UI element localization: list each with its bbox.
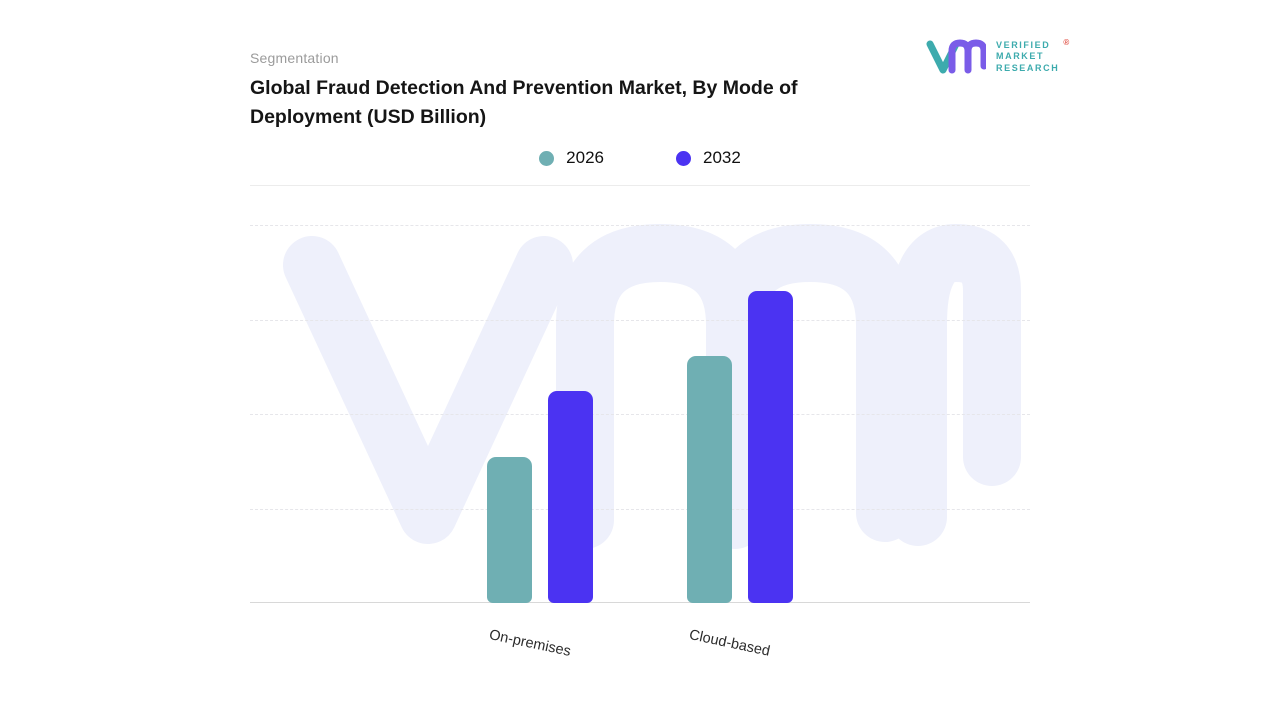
legend-dot-2032: [676, 150, 691, 166]
vmr-logo-icon: [926, 39, 986, 74]
bar-group-cloud-based: Cloud-based: [687, 291, 793, 660]
vmr-watermark-icon: [283, 224, 1021, 549]
legend-label-2026: 2026: [566, 148, 604, 167]
legend-label-2032: 2032: [703, 148, 741, 167]
header-divider: [250, 185, 1030, 186]
gridline: [250, 508, 1030, 510]
x-axis-baseline: [250, 602, 1030, 603]
legend-dot-2026: [539, 150, 555, 166]
legend-item-2032: 2032: [676, 148, 741, 168]
brand-logo: ® VERIFIED MARKET RESEARCH: [926, 36, 1069, 78]
brand-line-verified: VERIFIED: [996, 39, 1051, 50]
bars-row: On-premises Cloud-based: [250, 225, 1030, 660]
brand-line-research: RESEARCH: [996, 62, 1060, 73]
bar-on-premises-2032: [548, 391, 593, 603]
registered-mark: ®: [1063, 37, 1070, 47]
bar-cloud-based-2026: [687, 356, 732, 603]
chart-legend: 2026 2032: [250, 148, 1030, 168]
chart-title: Global Fraud Detection And Prevention Ma…: [250, 77, 798, 128]
category-label-on-premises: On-premises: [487, 627, 573, 660]
legend-item-2026: 2026: [539, 148, 604, 168]
segmentation-eyebrow: Segmentation: [250, 50, 339, 66]
brand-line-market: MARKET: [996, 51, 1045, 62]
gridline: [250, 225, 1030, 226]
brand-wordmark: ® VERIFIED MARKET RESEARCH: [996, 37, 1070, 75]
bar-group-on-premises: On-premises: [487, 391, 593, 660]
gridline: [250, 319, 1030, 321]
bar-on-premises-2026: [487, 457, 532, 603]
plot-area: On-premises Cloud-based: [250, 224, 1030, 660]
gridline: [250, 414, 1030, 415]
category-label-cloud-based: Cloud-based: [687, 627, 772, 660]
bar-cloud-based-2032: [748, 291, 793, 603]
